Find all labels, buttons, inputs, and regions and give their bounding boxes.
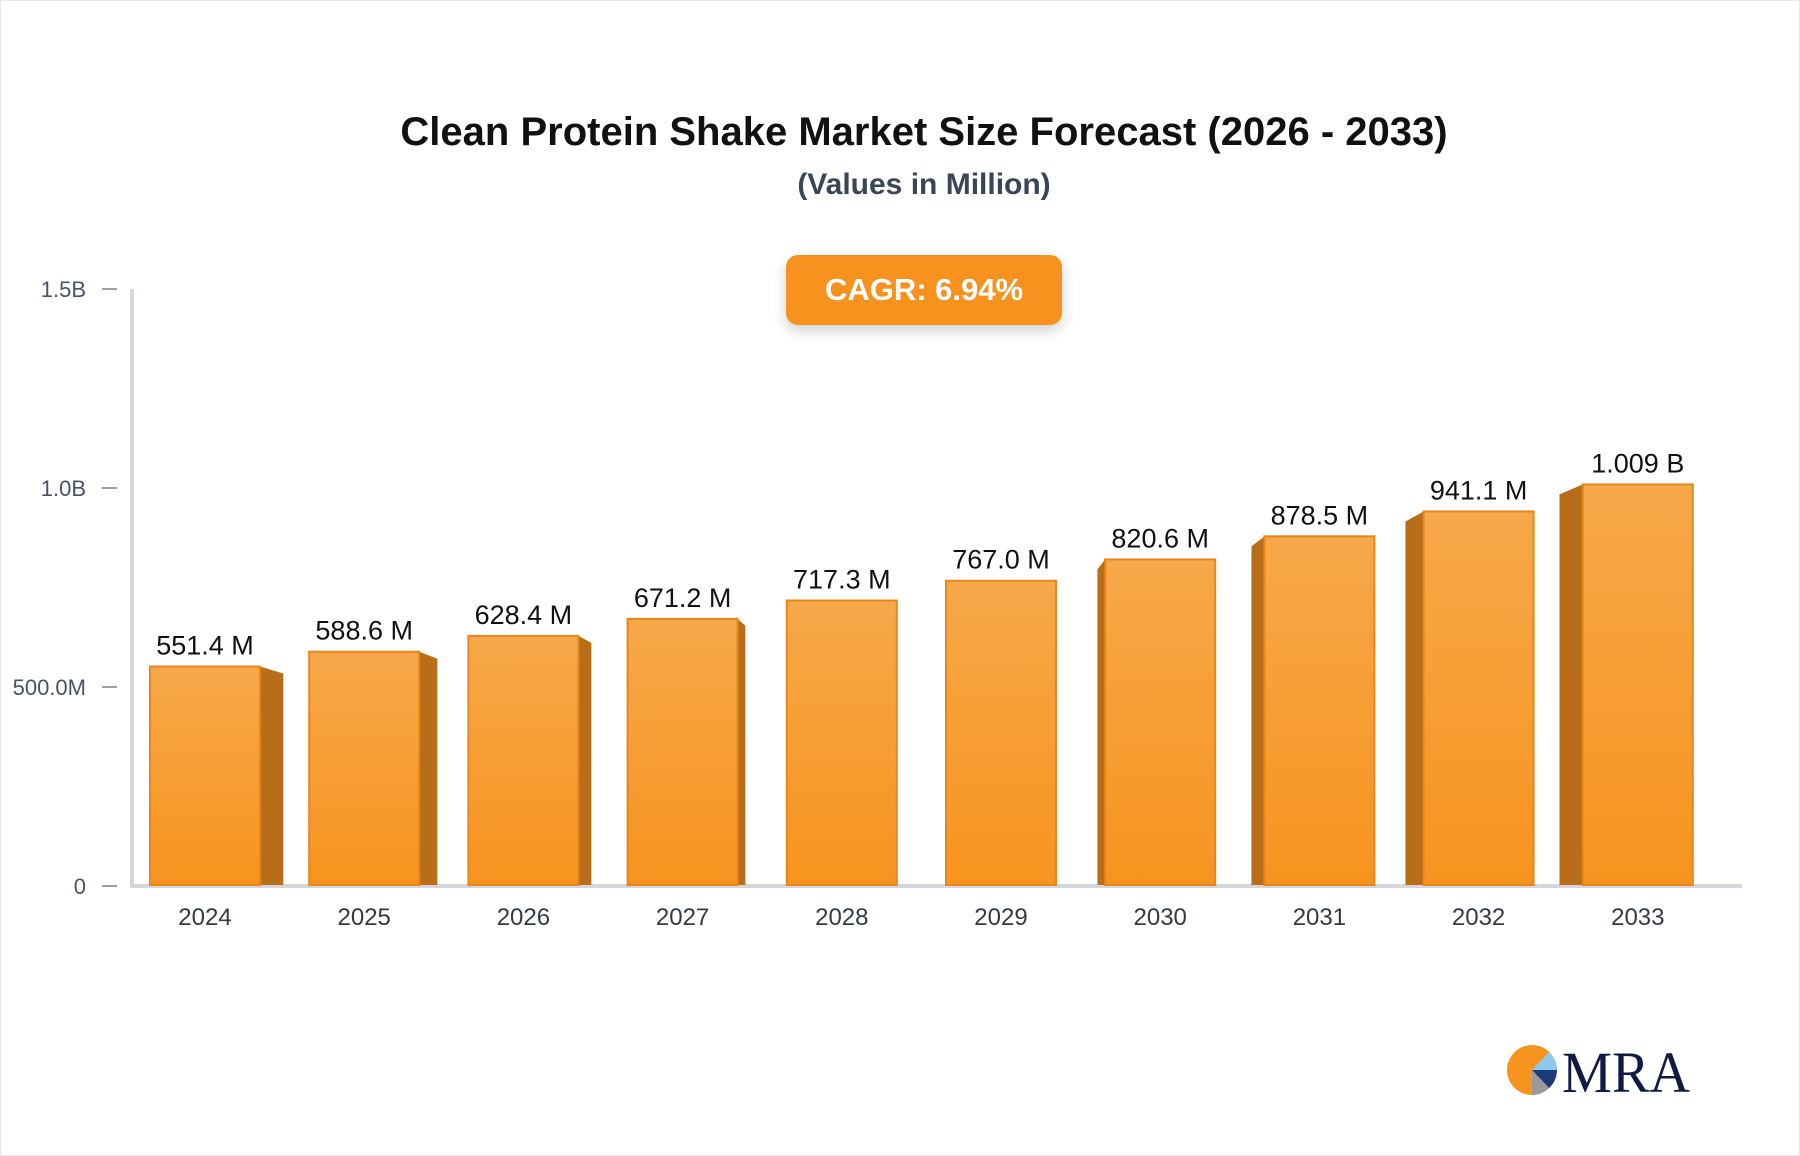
bar-side [1251,536,1265,885]
data-label: 878.5 M [1271,500,1369,530]
y-tick-label: 500.0M [13,675,86,700]
bar-2032 [1422,510,1535,886]
y-tick-label: 0 [74,874,86,899]
x-tick-label: 2028 [815,904,868,931]
y-tick-label: 1.5B [41,277,86,302]
bar-side [260,666,284,885]
data-label: 628.4 M [475,600,573,630]
data-label: 767.0 M [952,545,1050,575]
x-tick-label: 2032 [1452,904,1505,931]
bar-side [419,651,438,885]
data-label: 1.009 B [1591,448,1684,478]
x-tick-label: 2029 [974,904,1027,931]
data-label: 588.6 M [315,616,413,646]
bar-2033 [1581,483,1694,886]
x-tick-label: 2027 [656,904,709,931]
mra-logo: MRA [1504,1040,1694,1100]
svg-text:MRA: MRA [1562,1040,1690,1100]
bar-side [1405,511,1424,885]
chart-subtitle: (Values in Million) [797,168,1051,201]
bar-side [737,618,746,885]
bar-2025 [308,650,421,886]
bar-2031 [1263,535,1376,886]
x-tick-label: 2033 [1611,904,1664,931]
x-tick-label: 2024 [178,904,231,931]
chart-title: Clean Protein Shake Market Size Forecast… [400,110,1448,154]
bar-2028 [785,599,898,886]
bar-2026 [467,634,580,886]
bar-side [1097,559,1106,885]
data-label: 717.3 M [793,565,891,595]
cagr-badge: CAGR: 6.94% [786,255,1062,325]
data-label: 551.4 M [156,631,254,661]
bar-side [1559,484,1583,885]
x-tick-label: 2026 [497,904,550,931]
bar-2027 [626,617,739,887]
x-tick-label: 2025 [338,904,391,931]
y-tick-label: 1.0B [41,476,86,501]
x-tick-label: 2030 [1134,904,1187,931]
bar-2030 [1104,558,1217,886]
bar-2029 [945,579,1057,886]
data-label: 671.2 M [634,583,732,613]
data-label: 820.6 M [1111,523,1209,553]
bar-side [578,635,592,885]
bar-2024 [149,665,261,886]
data-label: 941.1 M [1430,475,1528,505]
x-tick-label: 2031 [1293,904,1346,931]
